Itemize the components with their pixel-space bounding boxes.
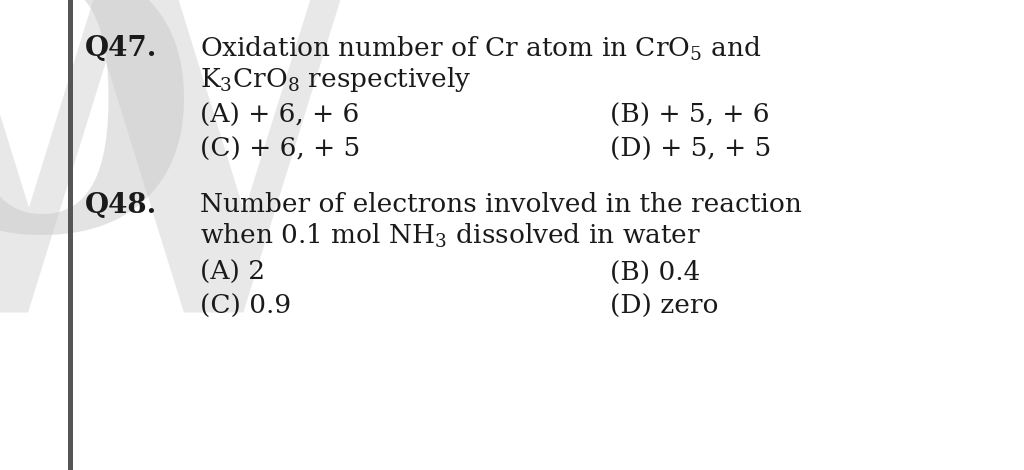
Text: (D) + 5, + 5: (D) + 5, + 5 [610,137,771,162]
Text: (B) + 5, + 6: (B) + 5, + 6 [610,103,769,128]
Text: Q47.: Q47. [85,35,158,62]
Text: (C) + 6, + 5: (C) + 6, + 5 [200,137,360,162]
Text: O: O [0,0,200,305]
Text: (A) + 6, + 6: (A) + 6, + 6 [200,103,359,128]
Text: Number of electrons involved in the reaction: Number of electrons involved in the reac… [200,192,802,217]
Text: (A) 2: (A) 2 [200,260,265,285]
Text: $\mathregular{K_3CrO_8}$ respectively: $\mathregular{K_3CrO_8}$ respectively [200,65,472,94]
FancyBboxPatch shape [68,0,73,470]
Text: (C) 0.9: (C) 0.9 [200,294,291,319]
Text: Q48.: Q48. [85,192,158,219]
Text: (B) 0.4: (B) 0.4 [610,260,700,285]
Text: when 0.1 mol $\mathregular{NH_3}$ dissolved in water: when 0.1 mol $\mathregular{NH_3}$ dissol… [200,222,701,250]
Text: W: W [0,0,371,410]
Text: (D) zero: (D) zero [610,294,719,319]
Text: Oxidation number of Cr atom in $\mathregular{CrO_5}$ and: Oxidation number of Cr atom in $\mathreg… [200,35,761,63]
